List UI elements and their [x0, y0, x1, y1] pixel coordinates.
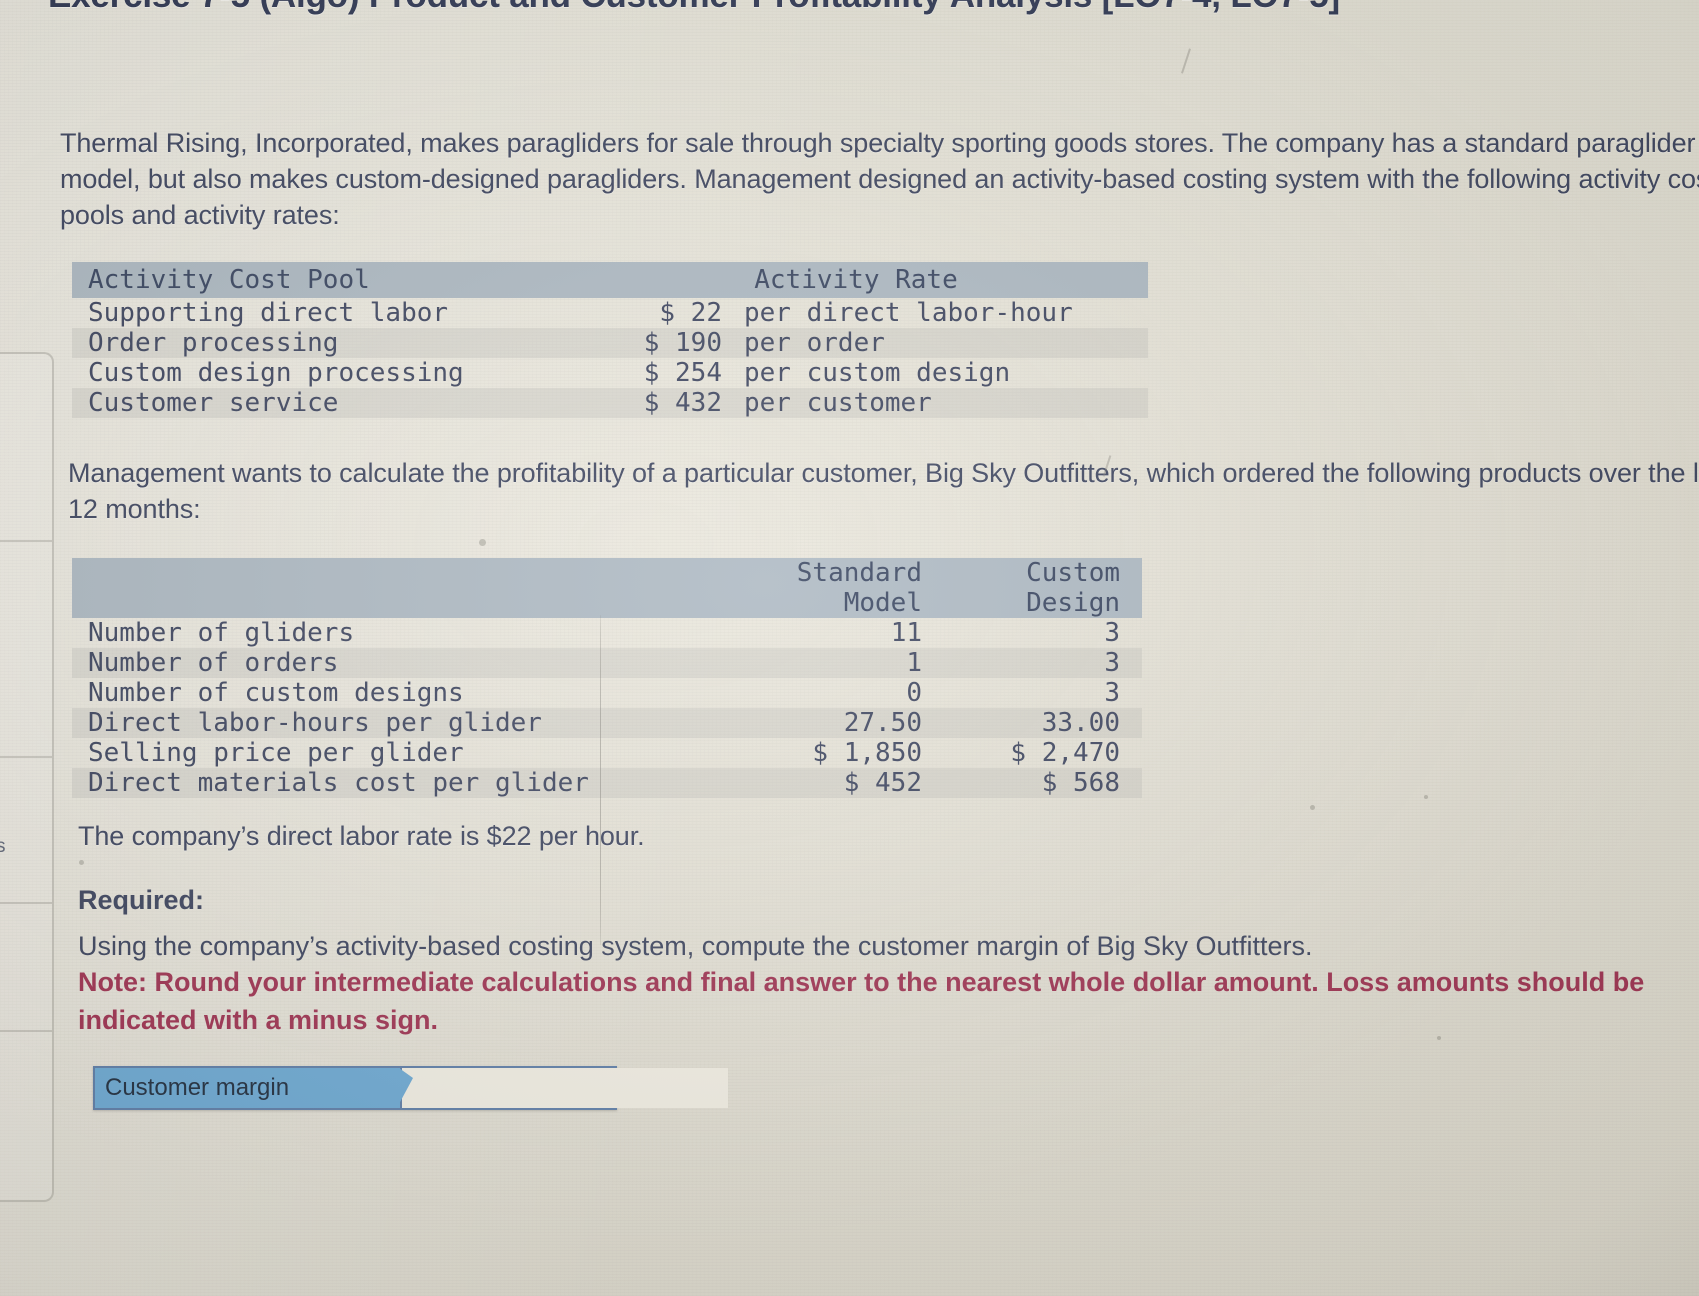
activity-pool-label: Customer service: [72, 388, 576, 418]
activity-rate-amount: $ 254: [643, 358, 722, 388]
table-row: Number of custom designs 0 3: [72, 678, 1142, 708]
photo-artifact-speck: [79, 860, 84, 865]
product-row-standard: 11: [890, 618, 922, 648]
table-row: Customer service $ 432 per customer: [72, 388, 1148, 418]
product-row-custom: 33.00: [944, 708, 1142, 738]
activity-rate-amount: $ 432: [576, 388, 734, 418]
photo-artifact-speck: [1424, 795, 1428, 799]
table-row: Order processing $ 190 per order: [72, 328, 1148, 358]
product-row-label: Number of gliders: [88, 618, 355, 648]
activity-pool-label: Order processing: [72, 328, 576, 358]
product-row-standard: $ 1,850: [812, 738, 922, 768]
table-row: Custom design processing $ 254 per custo…: [72, 358, 1148, 388]
photo-artifact-speck: [1310, 805, 1315, 810]
product-row-label: Direct materials cost per glider: [72, 768, 730, 798]
required-heading: Required:: [78, 885, 205, 915]
product-row-label: Number of custom designs: [88, 678, 464, 708]
management-paragraph: Management wants to calculate the profit…: [68, 458, 1699, 524]
product-row-custom: 3: [1104, 678, 1120, 708]
customer-margin-input[interactable]: [400, 1068, 728, 1108]
product-order-table: Standard Custom Model Design Number of g…: [72, 558, 1142, 798]
product-row-label: Selling price per glider: [88, 738, 464, 768]
table-row: Number of orders 1 3: [72, 648, 1142, 678]
labor-rate-text: The company’s direct labor rate is $22 p…: [78, 821, 645, 851]
activity-rate-unit: per customer: [734, 388, 1148, 418]
product-table-header-custom-2: Design: [944, 588, 1142, 618]
photo-artifact-tick: [1181, 48, 1191, 74]
product-row-custom: 3: [1104, 618, 1120, 648]
product-row-standard: $ 452: [730, 768, 944, 798]
product-row-custom: $ 568: [944, 768, 1142, 798]
activity-rate-unit: per order: [734, 328, 1148, 358]
page-title: Exercise 7-5 (Algo) Product and Customer…: [48, 0, 1608, 16]
activity-rate-amount: $ 190: [576, 328, 734, 358]
table-row: Selling price per glider $ 1,850 $ 2,470: [72, 738, 1142, 768]
product-row-label: Number of orders: [72, 648, 730, 678]
activity-rate-table: Activity Cost Pool Activity Rate Support…: [72, 262, 1148, 418]
product-row-custom: 3: [944, 648, 1142, 678]
intro-paragraph: Thermal Rising, Incorporated, makes para…: [60, 128, 1699, 230]
background-page-edge: [0, 352, 54, 1202]
required-note: Note: Round your intermediate calculatio…: [78, 967, 1645, 1035]
product-row-standard: 0: [906, 678, 922, 708]
table-row: Supporting direct labor $ 22 per direct …: [72, 298, 1148, 328]
product-table-header-custom-1: Custom: [944, 558, 1142, 588]
background-page-stray-text: s: [0, 836, 6, 857]
activity-rate-unit: per direct labor-hour: [744, 298, 1073, 328]
table-row: Direct labor-hours per glider 27.50 33.0…: [72, 708, 1142, 738]
activity-pool-label: Supporting direct labor: [88, 298, 449, 328]
product-table-header-line2: Model Design: [72, 588, 1142, 618]
product-row-standard: 1: [730, 648, 944, 678]
product-row-label: Direct labor-hours per glider: [72, 708, 730, 738]
activity-pool-label: Custom design processing: [88, 358, 464, 388]
product-table-header-standard-1: Standard: [730, 558, 944, 588]
product-table-header-blank: [72, 558, 730, 588]
product-row-standard: 27.50: [730, 708, 944, 738]
product-table-header-line1: Standard Custom: [72, 558, 1142, 588]
activity-table-header-row: Activity Cost Pool Activity Rate: [72, 262, 1148, 298]
customer-margin-answer-row[interactable]: Customer margin: [93, 1066, 728, 1110]
activity-rate-amount: $ 22: [659, 298, 722, 328]
table-row: Number of gliders 11 3: [72, 618, 1142, 648]
product-table-header-standard-2: Model: [730, 588, 944, 618]
product-table-header-blank-2: [72, 588, 730, 618]
required-body: Using the company’s activity-based costi…: [78, 931, 1313, 961]
photo-artifact-speck: [479, 539, 486, 546]
table-row: Direct materials cost per glider $ 452 $…: [72, 768, 1142, 798]
activity-table-header-rate: Activity Rate: [754, 265, 958, 295]
activity-rate-unit: per custom design: [744, 358, 1011, 388]
activity-table-header-pool: Activity Cost Pool: [88, 265, 370, 295]
customer-margin-label: Customer margin: [95, 1068, 413, 1108]
product-row-custom: $ 2,470: [1010, 738, 1120, 768]
